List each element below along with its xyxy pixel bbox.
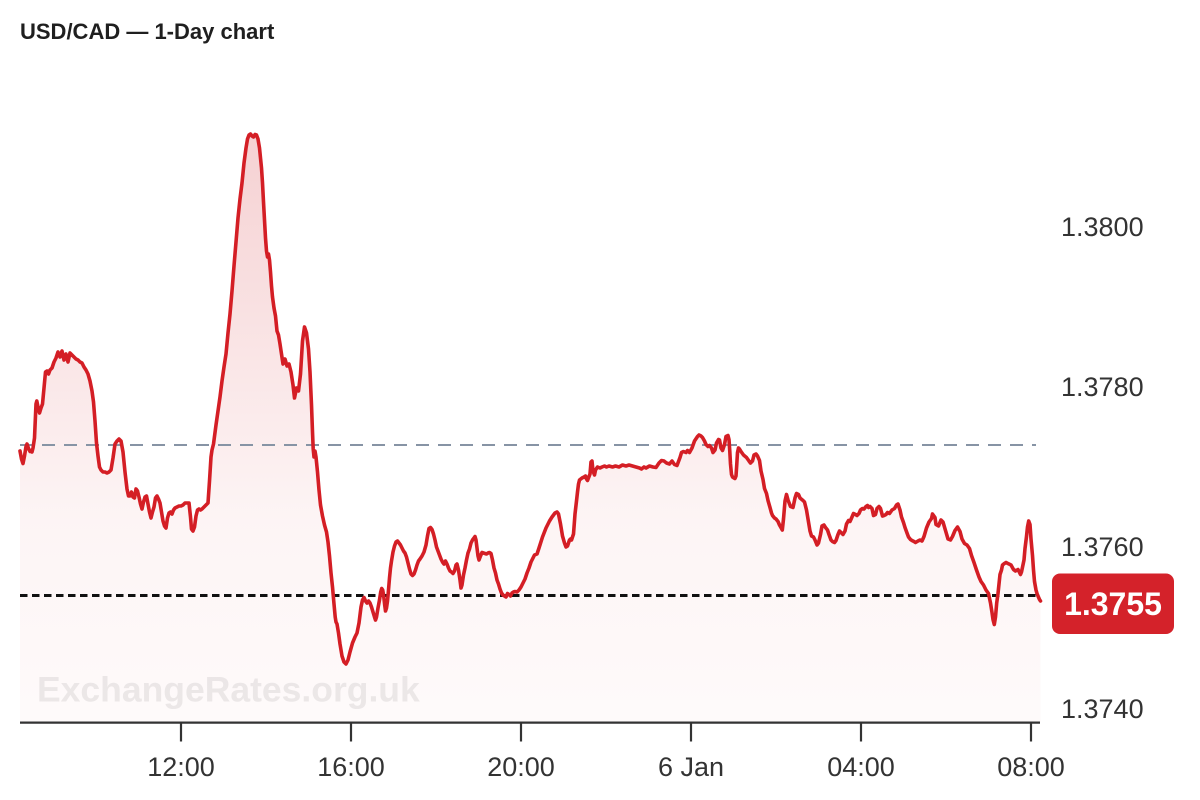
svg-text:08:00: 08:00 <box>997 752 1065 782</box>
svg-text:04:00: 04:00 <box>827 752 895 782</box>
svg-text:USD/CAD — 1-Day chart: USD/CAD — 1-Day chart <box>20 19 275 44</box>
svg-text:20:00: 20:00 <box>487 752 555 782</box>
svg-text:12:00: 12:00 <box>147 752 215 782</box>
svg-text:1.3800: 1.3800 <box>1061 212 1144 242</box>
svg-text:6 Jan: 6 Jan <box>658 752 724 782</box>
svg-text:16:00: 16:00 <box>317 752 385 782</box>
svg-text:1.3755: 1.3755 <box>1064 586 1162 622</box>
svg-text:1.3740: 1.3740 <box>1061 694 1144 724</box>
svg-text:1.3760: 1.3760 <box>1061 532 1144 562</box>
svg-text:1.3780: 1.3780 <box>1061 372 1144 402</box>
